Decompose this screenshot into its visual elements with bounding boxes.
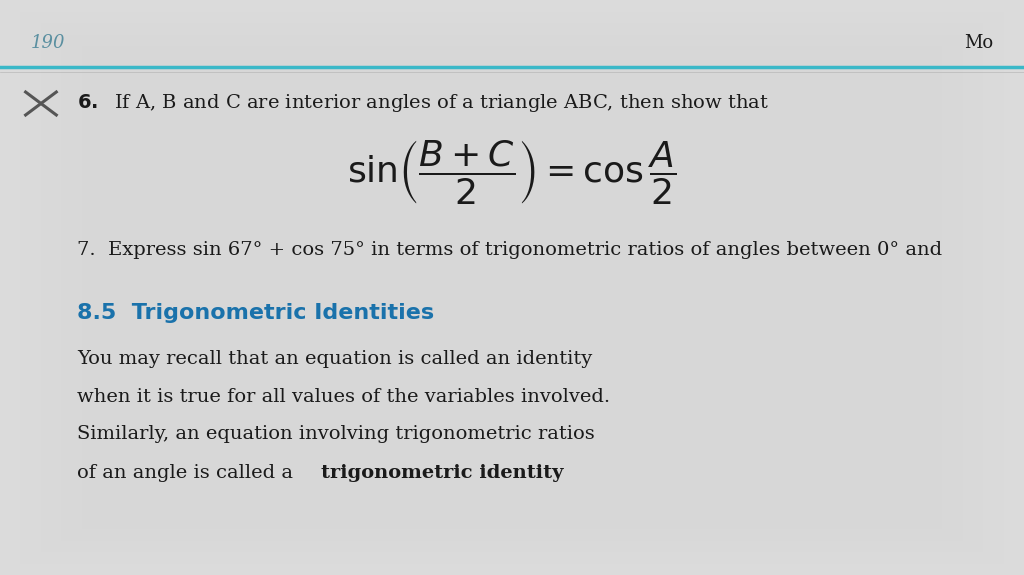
Text: $\mathbf{6.}$  If A, B and C are interior angles of a triangle ABC, then show th: $\mathbf{6.}$ If A, B and C are interior… bbox=[77, 93, 769, 114]
Text: $\sin\!\left(\dfrac{B+C}{2}\right) = \cos\dfrac{A}{2}$: $\sin\!\left(\dfrac{B+C}{2}\right) = \co… bbox=[347, 139, 677, 206]
Text: when it is true for all values of the variables involved.: when it is true for all values of the va… bbox=[77, 388, 610, 406]
Text: You may recall that an equation is called an identity: You may recall that an equation is calle… bbox=[77, 350, 592, 369]
Text: trigonometric identity: trigonometric identity bbox=[321, 463, 563, 482]
Text: 8.5  Trigonometric Identities: 8.5 Trigonometric Identities bbox=[77, 304, 434, 323]
Text: Mo: Mo bbox=[965, 33, 993, 52]
Text: 190: 190 bbox=[31, 33, 66, 52]
Text: of an angle is called a: of an angle is called a bbox=[77, 463, 299, 482]
Text: Similarly, an equation involving trigonometric ratios: Similarly, an equation involving trigono… bbox=[77, 425, 595, 443]
Text: 7.  Express sin 67° + cos 75° in terms of trigonometric ratios of angles between: 7. Express sin 67° + cos 75° in terms of… bbox=[77, 241, 942, 259]
